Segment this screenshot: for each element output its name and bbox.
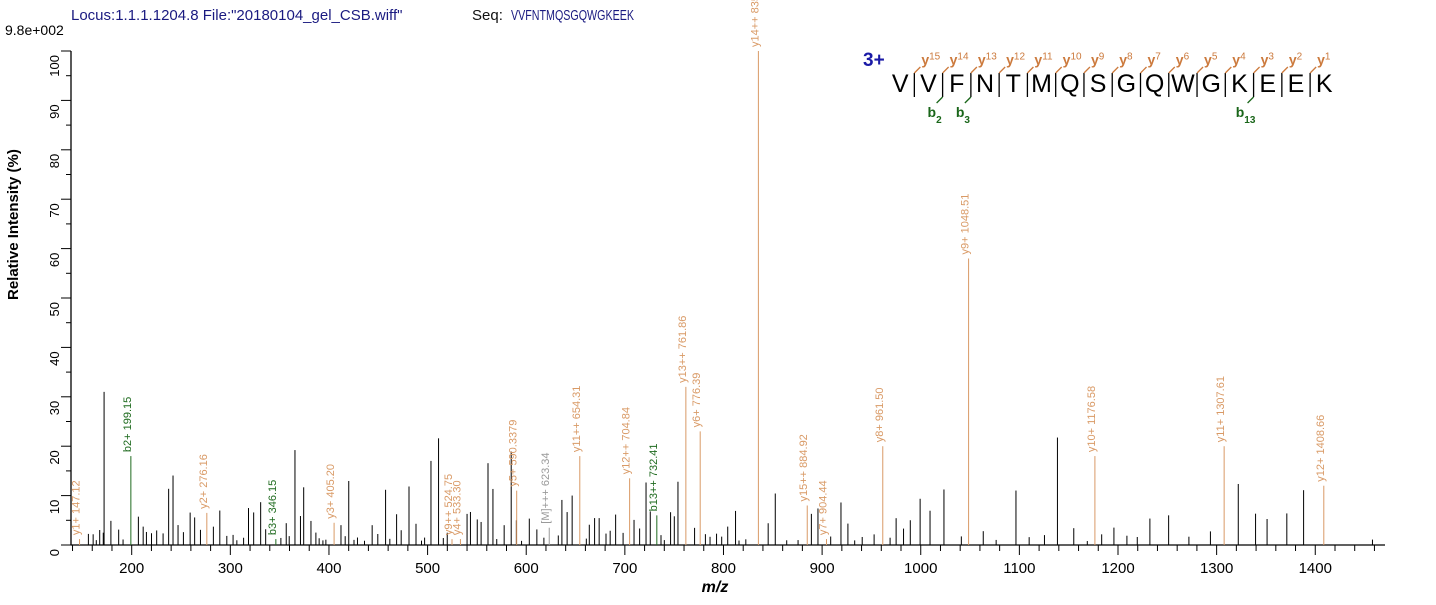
- svg-text:700: 700: [612, 560, 637, 577]
- svg-text:300: 300: [218, 560, 243, 577]
- svg-text:10: 10: [47, 500, 62, 514]
- svg-text:y13: y13: [978, 51, 997, 68]
- svg-text:y14++ 835.39: y14++ 835.39: [749, 0, 761, 47]
- svg-text:1400: 1400: [1299, 560, 1332, 577]
- svg-text:VVFNTMQSGQWGKEEK: VVFNTMQSGQWGKEEK: [511, 7, 634, 24]
- svg-text:1000: 1000: [904, 560, 937, 577]
- svg-text:40: 40: [47, 351, 62, 365]
- svg-text:T: T: [1006, 70, 1021, 98]
- svg-text:E: E: [1259, 70, 1276, 98]
- svg-text:y2: y2: [1289, 51, 1303, 68]
- svg-text:y1: y1: [1317, 51, 1331, 68]
- svg-text:y9: y9: [1091, 51, 1105, 68]
- svg-text:G: G: [1201, 70, 1220, 98]
- svg-text:m/z: m/z: [702, 579, 729, 596]
- svg-text:V: V: [892, 70, 909, 98]
- svg-text:V: V: [920, 70, 937, 98]
- svg-text:90: 90: [47, 104, 62, 118]
- svg-text:y7: y7: [1148, 51, 1162, 68]
- svg-text:G: G: [1117, 70, 1136, 98]
- svg-text:y11: y11: [1034, 51, 1053, 68]
- svg-text:b13: b13: [1236, 104, 1256, 126]
- svg-text:500: 500: [415, 560, 440, 577]
- svg-text:y11++ 654.31: y11++ 654.31: [571, 386, 583, 452]
- svg-text:y6: y6: [1176, 51, 1190, 68]
- svg-text:y12+ 1408.66: y12+ 1408.66: [1315, 415, 1327, 482]
- svg-text:y4: y4: [1232, 51, 1246, 68]
- svg-text:Locus:1.1.1.1204.8 File:"20180: Locus:1.1.1.1204.8 File:"20180104_gel_CS…: [71, 7, 402, 24]
- svg-text:60: 60: [47, 253, 62, 267]
- svg-text:y15++ 884.92: y15++ 884.92: [798, 434, 810, 501]
- svg-text:Relative Intensity (%): Relative Intensity (%): [5, 149, 22, 300]
- svg-text:N: N: [976, 70, 994, 98]
- svg-text:y14: y14: [950, 51, 969, 68]
- svg-text:y5: y5: [1204, 51, 1218, 68]
- svg-text:50: 50: [47, 302, 62, 316]
- svg-text:y13++ 761.86: y13++ 761.86: [677, 316, 689, 383]
- svg-text:b13++ 732.41: b13++ 732.41: [648, 443, 660, 511]
- svg-text:900: 900: [810, 560, 835, 577]
- svg-text:70: 70: [47, 203, 62, 217]
- svg-text:Q: Q: [1145, 70, 1164, 98]
- svg-text:y1+ 147.12: y1+ 147.12: [71, 480, 83, 535]
- svg-text:200: 200: [119, 560, 144, 577]
- svg-text:y3+ 405.20: y3+ 405.20: [325, 464, 337, 519]
- svg-text:9.8e+002: 9.8e+002: [5, 22, 64, 38]
- svg-text:b3+ 346.15: b3+ 346.15: [267, 480, 279, 535]
- svg-text:800: 800: [711, 560, 736, 577]
- svg-text:30: 30: [47, 401, 62, 415]
- svg-text:Seq:: Seq:: [472, 7, 503, 24]
- svg-text:y11+ 1307.61: y11+ 1307.61: [1215, 376, 1227, 442]
- svg-text:y15: y15: [921, 51, 940, 68]
- svg-text:1200: 1200: [1101, 560, 1134, 577]
- svg-text:20: 20: [47, 450, 62, 464]
- svg-text:y10: y10: [1063, 51, 1082, 68]
- svg-text:y9+ 1048.51: y9+ 1048.51: [960, 194, 972, 255]
- svg-text:M: M: [1031, 70, 1052, 98]
- svg-text:100: 100: [47, 55, 62, 77]
- svg-text:b3: b3: [956, 104, 971, 126]
- svg-text:b2: b2: [928, 104, 943, 126]
- svg-text:y5+ 590.3379: y5+ 590.3379: [508, 420, 520, 487]
- svg-text:y8+ 961.50: y8+ 961.50: [874, 387, 886, 442]
- svg-text:Q: Q: [1060, 70, 1079, 98]
- svg-text:3+: 3+: [863, 50, 885, 71]
- svg-text:[M]+++ 623.34: [M]+++ 623.34: [540, 452, 552, 523]
- svg-text:1300: 1300: [1200, 560, 1233, 577]
- svg-text:y4+ 533.30: y4+ 533.30: [451, 480, 463, 535]
- svg-text:F: F: [949, 70, 964, 98]
- svg-text:b2+ 199.15: b2+ 199.15: [122, 397, 134, 452]
- svg-text:400: 400: [316, 560, 341, 577]
- svg-text:y6+ 776.39: y6+ 776.39: [691, 373, 703, 428]
- svg-text:y2+ 276.16: y2+ 276.16: [198, 454, 210, 509]
- svg-text:0: 0: [47, 549, 62, 556]
- svg-text:W: W: [1171, 70, 1195, 98]
- svg-text:y12++ 704.84: y12++ 704.84: [621, 407, 633, 474]
- svg-text:y3: y3: [1261, 51, 1275, 68]
- svg-text:E: E: [1288, 70, 1305, 98]
- svg-text:1100: 1100: [1003, 560, 1035, 577]
- svg-text:y12: y12: [1006, 51, 1025, 68]
- svg-text:600: 600: [514, 560, 539, 577]
- svg-text:y7+ 904.44: y7+ 904.44: [817, 480, 829, 535]
- svg-text:K: K: [1316, 70, 1333, 98]
- svg-text:y10+ 1176.58: y10+ 1176.58: [1086, 386, 1098, 452]
- svg-text:80: 80: [47, 154, 62, 168]
- svg-text:y8: y8: [1119, 51, 1133, 68]
- svg-text:S: S: [1090, 70, 1107, 98]
- svg-text:K: K: [1231, 70, 1248, 98]
